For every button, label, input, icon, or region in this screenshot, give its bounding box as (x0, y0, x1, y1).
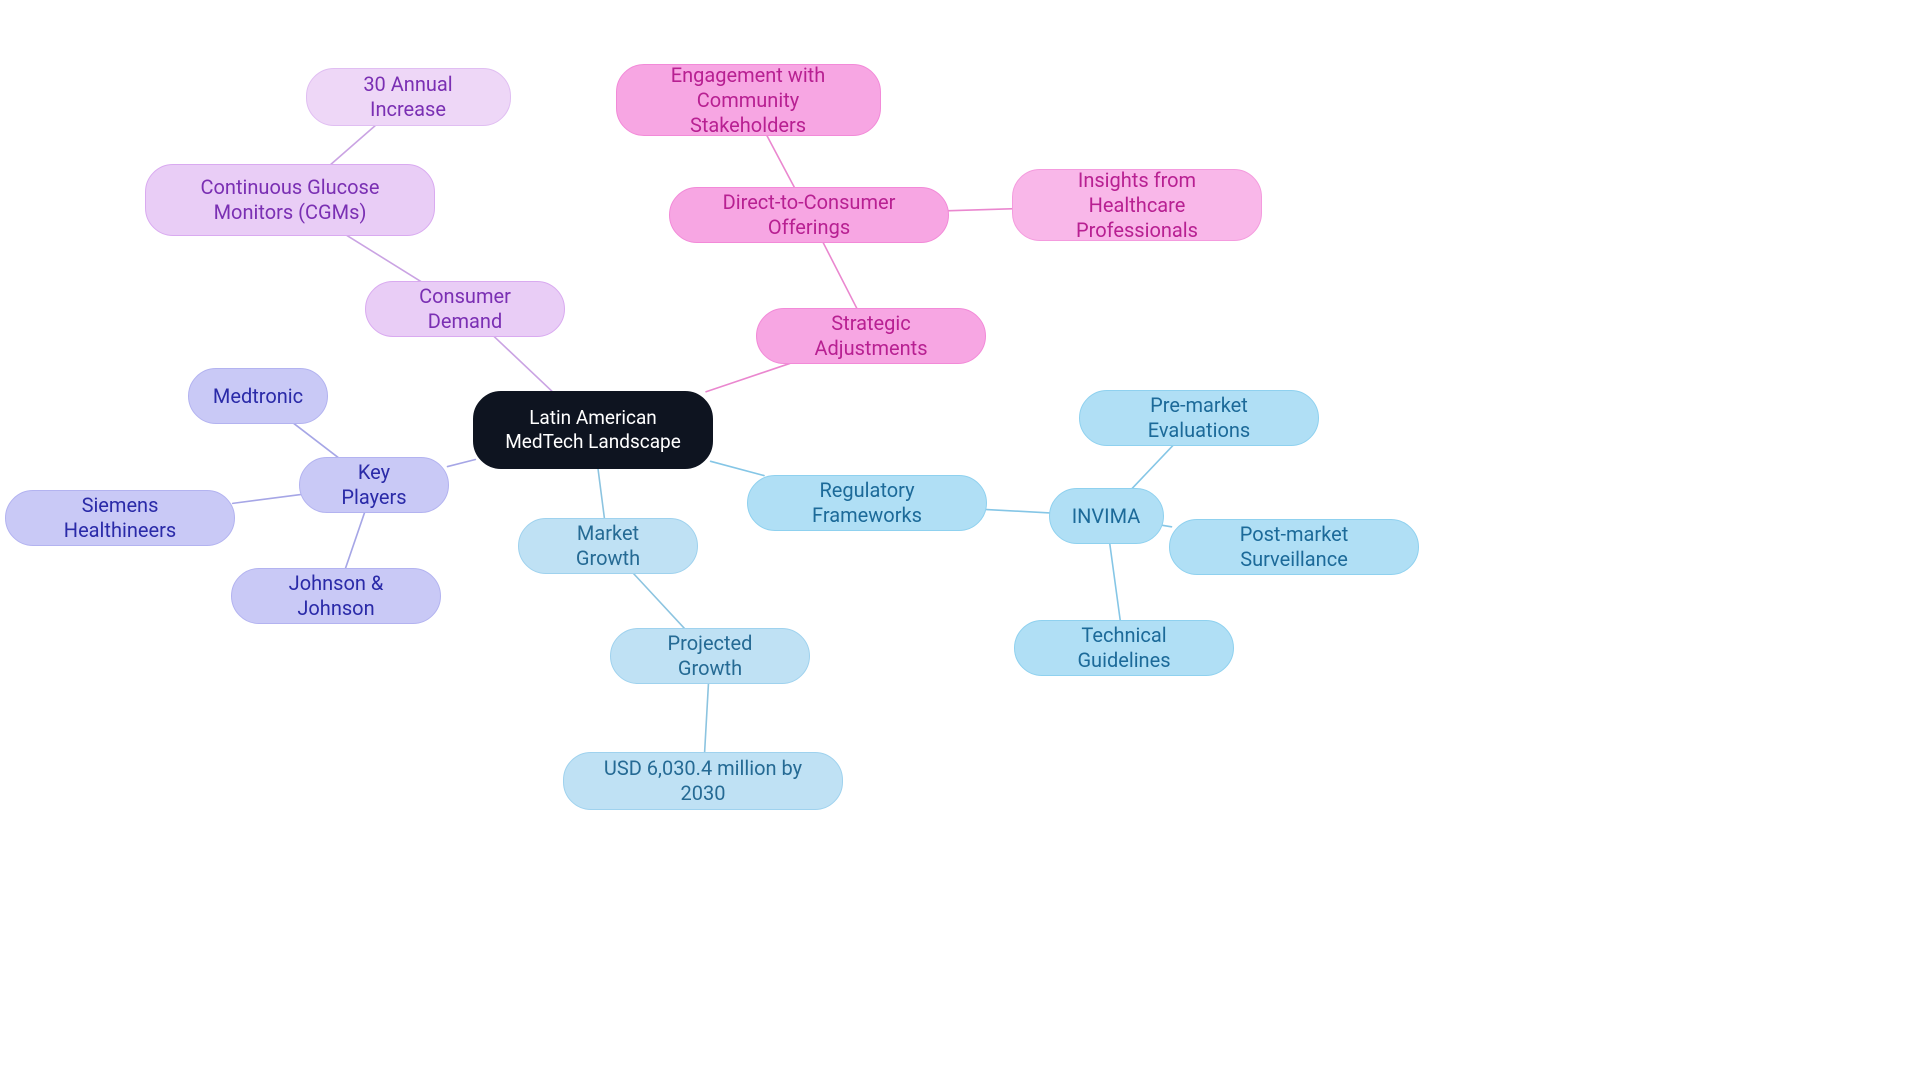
node-label: Pre-market Evaluations (1104, 393, 1294, 443)
node-post: Post-market Surveillance (1169, 519, 1419, 575)
node-label: Projected Growth (635, 631, 785, 681)
node-sa: Strategic Adjustments (756, 308, 986, 364)
node-mg: Market Growth (518, 518, 698, 574)
node-label: Consumer Demand (390, 284, 540, 334)
edge-cgm-inc30 (330, 125, 375, 164)
node-cd: Consumer Demand (365, 281, 565, 337)
node-label: Latin American MedTech Landscape (498, 406, 688, 454)
node-label: Direct-to-Consumer Offerings (694, 190, 924, 240)
node-usd: USD 6,030.4 million by 2030 (563, 752, 843, 810)
node-label: Johnson & Johnson (256, 571, 416, 621)
node-sie: Siemens Healthineers (5, 490, 235, 546)
edges-layer (0, 0, 1920, 1083)
node-kp: Key Players (299, 457, 449, 513)
node-cgm: Continuous Glucose Monitors (CGMs) (145, 164, 435, 236)
edge-dtc-eng (767, 135, 795, 187)
edge-root-cd (494, 336, 553, 391)
node-label: Technical Guidelines (1039, 623, 1209, 673)
node-jnj: Johnson & Johnson (231, 568, 441, 624)
node-med: Medtronic (188, 368, 328, 424)
node-label: Siemens Healthineers (30, 493, 210, 543)
edge-sa-dtc (823, 242, 857, 308)
edge-mg-pg (633, 573, 684, 628)
node-label: 30 Annual Increase (331, 72, 486, 122)
node-rf: Regulatory Frameworks (747, 475, 987, 531)
node-label: Post-market Surveillance (1194, 522, 1394, 572)
edge-root-kp (448, 460, 476, 467)
edge-root-sa (706, 363, 790, 391)
node-label: Medtronic (213, 384, 303, 409)
node-label: Strategic Adjustments (781, 311, 961, 361)
node-tech: Technical Guidelines (1014, 620, 1234, 676)
edge-root-mg (598, 468, 605, 518)
edge-kp-sie (233, 495, 301, 504)
edge-inv-post (1162, 525, 1171, 527)
node-inc30: 30 Annual Increase (306, 68, 511, 126)
node-label: Continuous Glucose Monitors (CGMs) (170, 175, 410, 225)
node-label: Market Growth (543, 521, 673, 571)
node-pg: Projected Growth (610, 628, 810, 684)
node-label: Regulatory Frameworks (772, 478, 962, 528)
node-pre: Pre-market Evaluations (1079, 390, 1319, 446)
edge-rf-inv (985, 509, 1050, 513)
node-label: Insights from Healthcare Professionals (1037, 168, 1237, 243)
node-dtc: Direct-to-Consumer Offerings (669, 187, 949, 243)
edge-cd-cgm (347, 235, 421, 281)
node-label: Engagement with Community Stakeholders (641, 63, 856, 138)
edge-dtc-ins (946, 209, 1014, 211)
node-label: INVIMA (1072, 504, 1141, 529)
node-root: Latin American MedTech Landscape (473, 391, 713, 469)
node-inv: INVIMA (1049, 488, 1164, 544)
edge-kp-med (294, 423, 338, 457)
mindmap-canvas: Latin American MedTech Landscape Consumer… (0, 0, 1920, 1083)
node-ins: Insights from Healthcare Professionals (1012, 169, 1262, 241)
edge-kp-jnj (345, 512, 364, 568)
node-label: Key Players (324, 460, 424, 510)
node-label: USD 6,030.4 million by 2030 (588, 756, 818, 806)
edge-inv-tech (1110, 543, 1121, 620)
node-eng: Engagement with Community Stakeholders (616, 64, 881, 136)
edge-pg-usd (705, 683, 709, 752)
edge-root-rf (711, 461, 764, 475)
edge-inv-pre (1132, 445, 1173, 488)
